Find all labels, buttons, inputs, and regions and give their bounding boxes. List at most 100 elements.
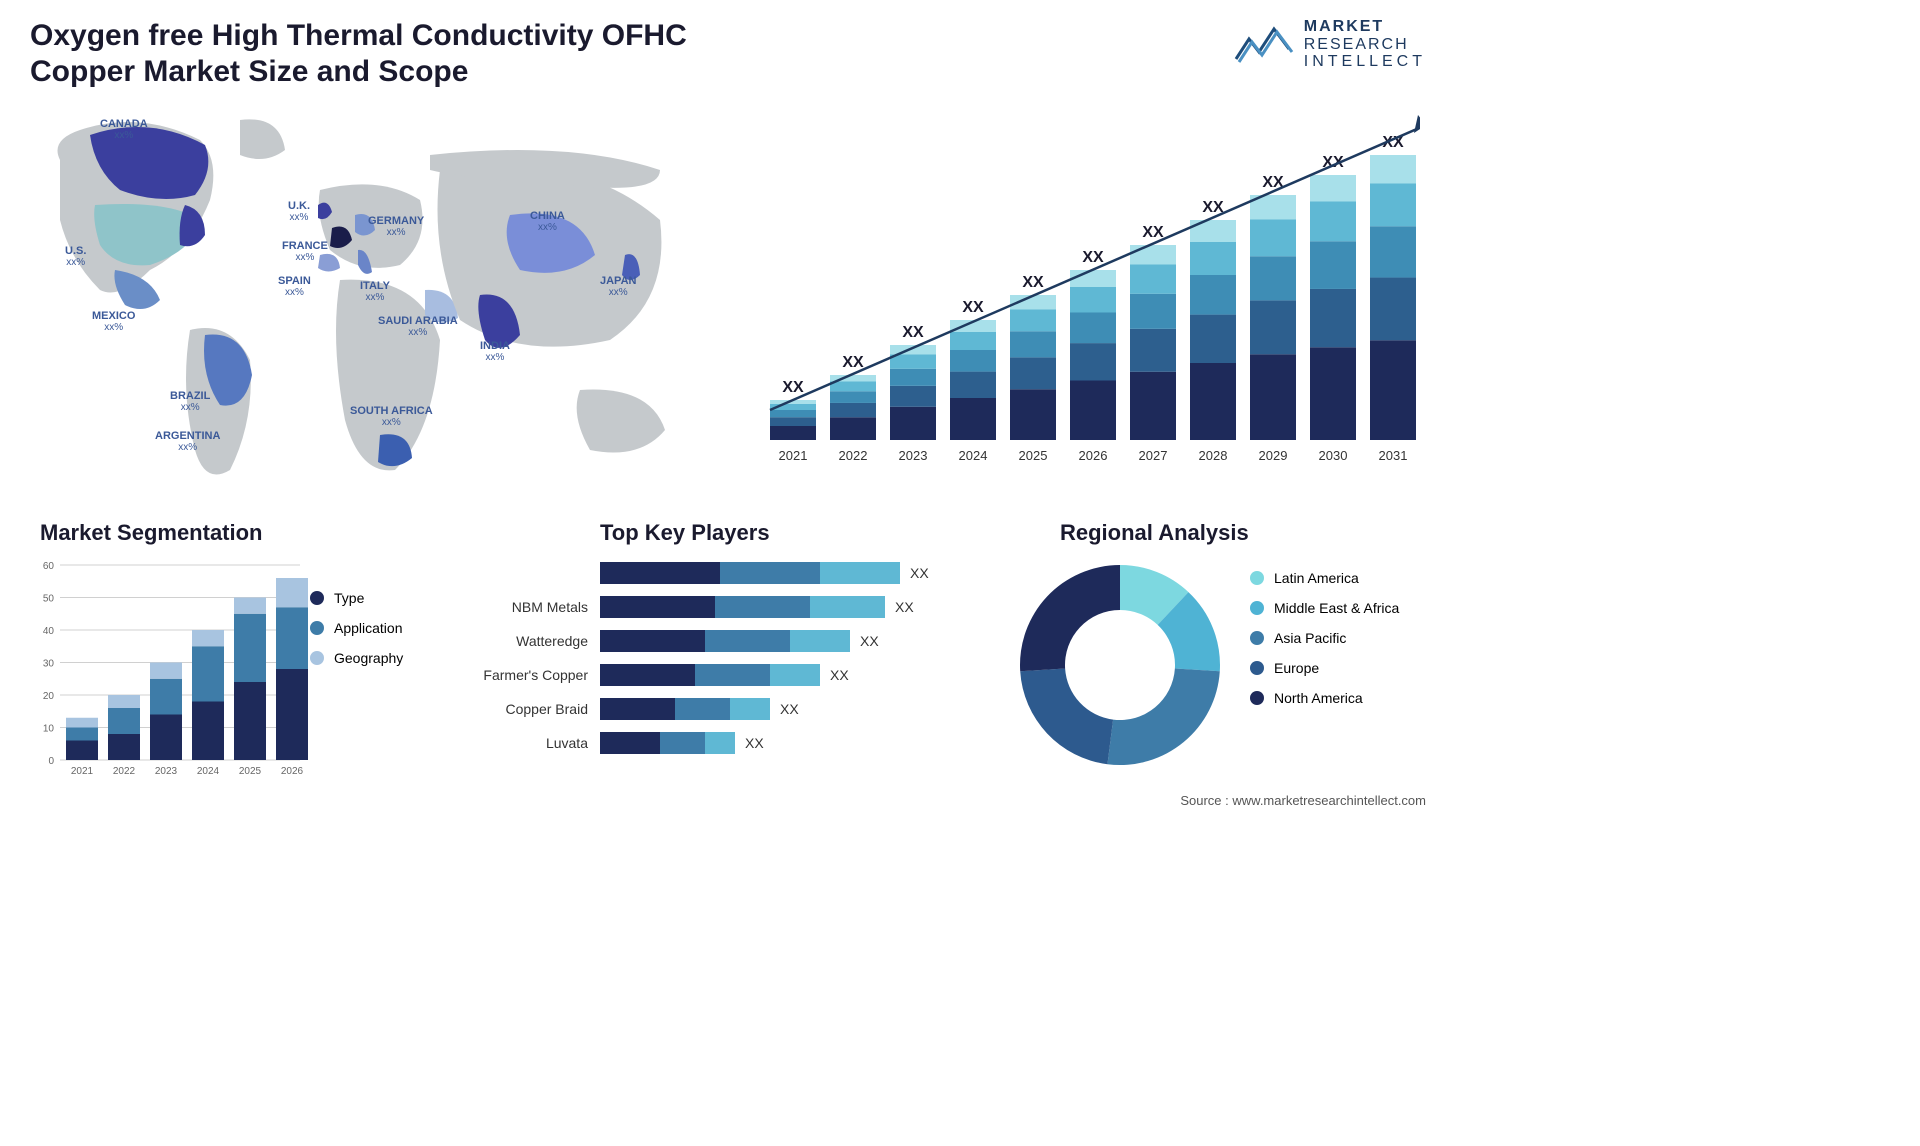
legend-swatch-icon <box>1250 691 1264 705</box>
seg-bar-seg <box>192 646 224 701</box>
player-bar-seg <box>790 630 850 652</box>
mainbar-seg <box>1070 270 1116 287</box>
mainbar-seg <box>890 407 936 440</box>
player-bar-seg <box>600 698 675 720</box>
mainbar-seg <box>950 372 996 398</box>
mainbar-seg <box>1310 202 1356 242</box>
mainbar-year: 2021 <box>779 448 808 463</box>
world-map: CANADAxx%U.S.xx%MEXICOxx%BRAZILxx%ARGENT… <box>20 100 730 500</box>
player-label: Luvata <box>470 735 600 751</box>
donut-slice <box>1020 668 1113 764</box>
seg-bar-seg <box>276 607 308 669</box>
map-label-japan: JAPANxx% <box>600 275 636 298</box>
player-bar-seg <box>705 630 790 652</box>
seg-year: 2023 <box>155 766 178 777</box>
mainbar-seg <box>1370 278 1416 341</box>
map-label-southafrica: SOUTH AFRICAxx% <box>350 405 433 428</box>
player-row: Copper BraidXX <box>470 696 970 722</box>
player-bar-seg <box>820 562 900 584</box>
mainbar-seg <box>1070 381 1116 441</box>
mainbar-value: XX <box>1142 224 1164 241</box>
legend-label: Europe <box>1274 660 1319 676</box>
player-value: XX <box>860 633 879 649</box>
logo-mark-icon <box>1234 24 1294 64</box>
map-label-us: U.S.xx% <box>65 245 86 268</box>
mainbar-seg <box>1190 315 1236 363</box>
main-bar-chart: XX2021XX2022XX2023XX2024XX2025XX2026XX20… <box>760 100 1420 480</box>
player-label: Watteredge <box>470 633 600 649</box>
mainbar-seg <box>1010 357 1056 389</box>
seg-bar-seg <box>192 630 224 646</box>
player-bar <box>600 732 735 754</box>
seg-year: 2022 <box>113 766 136 777</box>
mainbar-seg <box>1190 242 1236 275</box>
mainbar-value: XX <box>902 324 924 341</box>
mainbar-seg <box>1130 294 1176 329</box>
seg-bar-seg <box>66 718 98 728</box>
regional-donut <box>1010 555 1230 775</box>
player-label: NBM Metals <box>470 599 600 615</box>
segmentation-chart: 0102030405060202120222023202420252026 <box>30 555 310 785</box>
legend-label: North America <box>1274 690 1363 706</box>
segmentation-title: Market Segmentation <box>40 520 263 546</box>
mainbar-seg <box>950 350 996 372</box>
player-bar <box>600 562 900 584</box>
player-row: Luvata XX <box>470 730 970 756</box>
key-players-chart: XXNBM MetalsXXWatteredgeXXFarmer's Coppe… <box>470 560 970 764</box>
mainbar-seg <box>1190 363 1236 440</box>
mainbar-seg <box>1130 329 1176 372</box>
map-label-uk: U.K.xx% <box>288 200 310 223</box>
mainbar-seg <box>1310 175 1356 202</box>
logo-text-1: MARKET <box>1304 18 1426 36</box>
mainbar-seg <box>1130 245 1176 265</box>
mainbar-seg <box>890 386 936 407</box>
player-bar-seg <box>675 698 730 720</box>
player-bar-seg <box>600 664 695 686</box>
player-bar <box>600 630 850 652</box>
regional-legend-item: Asia Pacific <box>1250 630 1399 646</box>
legend-label: Type <box>334 590 364 606</box>
map-label-italy: ITALYxx% <box>360 280 390 303</box>
player-row: Watteredge XX <box>470 628 970 654</box>
seg-bar-seg <box>192 702 224 761</box>
player-bar-seg <box>715 596 810 618</box>
seg-year: 2021 <box>71 766 94 777</box>
player-row: XX <box>470 560 970 586</box>
donut-slice <box>1107 668 1219 765</box>
mainbar-value: XX <box>1022 274 1044 291</box>
seg-ytick: 30 <box>43 659 55 670</box>
mainbar-seg <box>1370 184 1416 227</box>
seg-ytick: 50 <box>43 594 55 605</box>
mainbar-year: 2024 <box>959 448 988 463</box>
player-value: XX <box>745 735 764 751</box>
legend-swatch-icon <box>1250 571 1264 585</box>
mainbar-seg <box>890 355 936 369</box>
player-bar <box>600 596 885 618</box>
player-value: XX <box>895 599 914 615</box>
seg-legend-item: Application <box>310 620 403 636</box>
regional-legend-item: North America <box>1250 690 1399 706</box>
mainbar-year: 2026 <box>1079 448 1108 463</box>
player-bar-seg <box>770 664 820 686</box>
seg-ytick: 40 <box>43 626 55 637</box>
legend-swatch-icon <box>310 621 324 635</box>
mainbar-seg <box>1070 313 1116 344</box>
logo-text-2: RESEARCH <box>1304 36 1426 54</box>
legend-swatch-icon <box>1250 631 1264 645</box>
mainbar-seg <box>1250 300 1296 354</box>
mainbar-year: 2031 <box>1379 448 1408 463</box>
legend-label: Geography <box>334 650 403 666</box>
legend-label: Middle East & Africa <box>1274 600 1399 616</box>
mainbar-seg <box>830 382 876 392</box>
seg-year: 2024 <box>197 766 220 777</box>
logo-text-3: INTELLECT <box>1304 53 1426 71</box>
player-bar-seg <box>600 596 715 618</box>
mainbar-seg <box>1370 226 1416 277</box>
player-bar-seg <box>660 732 705 754</box>
legend-label: Asia Pacific <box>1274 630 1346 646</box>
map-label-canada: CANADAxx% <box>100 118 148 141</box>
segmentation-legend: Type Application Geography <box>310 590 403 680</box>
map-label-germany: GERMANYxx% <box>368 215 424 238</box>
seg-ytick: 20 <box>43 691 55 702</box>
player-bar-seg <box>600 732 660 754</box>
